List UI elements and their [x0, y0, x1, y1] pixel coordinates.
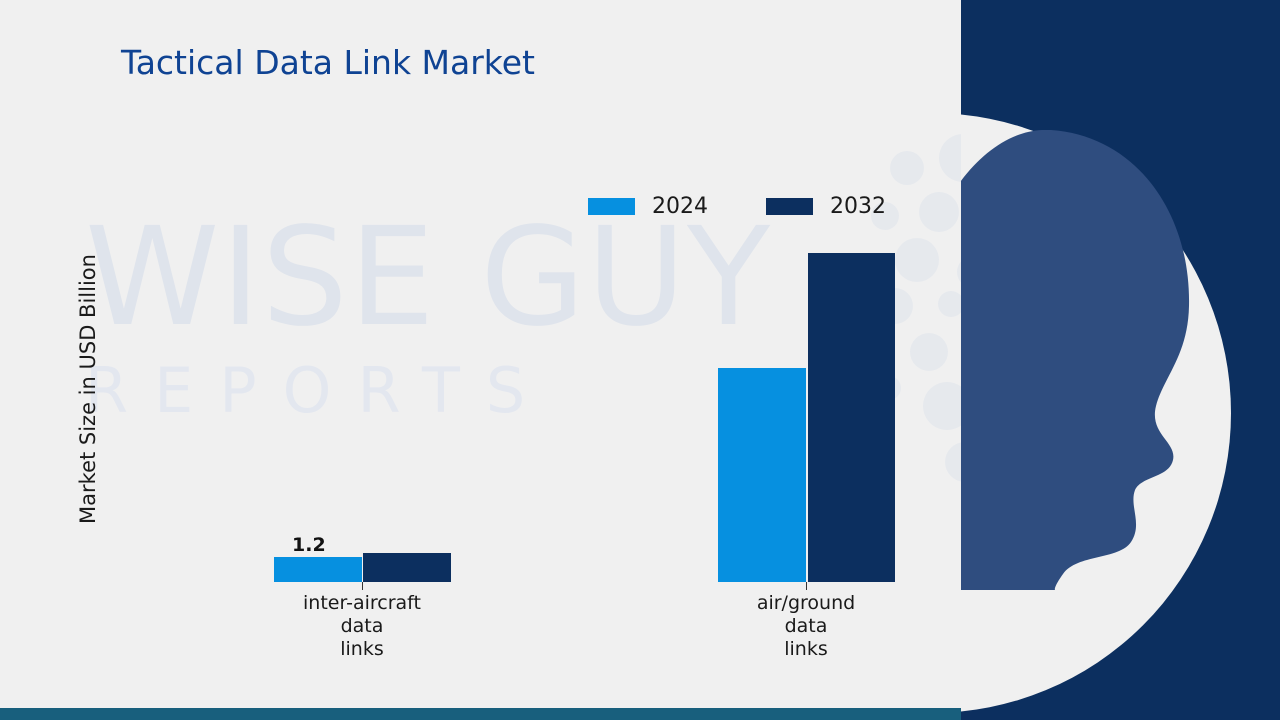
brand-head-silhouette-icon: [961, 130, 1190, 590]
y-axis-label: Market Size in USD Billion: [76, 254, 100, 524]
chart-title: Tactical Data Link Market: [121, 43, 535, 82]
bar-2032-inter-aircraft: [363, 553, 451, 582]
legend-item-2032[interactable]: 2032: [766, 194, 886, 219]
category-label-line-1: inter-aircraft: [303, 592, 421, 614]
legend-swatch-2024: [588, 198, 635, 215]
category-label-line-1: air/ground: [756, 592, 856, 614]
legend-item-2024[interactable]: 2024: [588, 194, 708, 219]
legend-label-2024: 2024: [652, 194, 708, 219]
legend-swatch-2032: [766, 198, 813, 215]
category-label-line-3: links: [784, 638, 828, 660]
bar-value-label-1: 1.2: [292, 534, 326, 556]
bar-2032-air-ground: [808, 253, 895, 582]
watermark-main: WISE GUY: [85, 199, 772, 357]
legend-label-2032: 2032: [830, 194, 886, 219]
plot-area: 1.2 inter-aircraft data links air/ground…: [262, 253, 906, 661]
category-label-line-2: data: [784, 615, 828, 637]
watermark-sub: REPORTS: [85, 354, 552, 427]
x-axis-tick-1: [362, 582, 363, 590]
category-label-inter-aircraft: inter-aircraft data links: [262, 592, 462, 661]
bottom-accent-bar: [0, 708, 961, 720]
category-label-air-ground: air/ground data links: [706, 592, 906, 661]
bar-2024-air-ground: [718, 368, 806, 582]
category-label-line-3: links: [340, 638, 384, 660]
category-label-line-2: data: [340, 615, 384, 637]
x-axis-tick-2: [806, 582, 807, 590]
bar-2024-inter-aircraft: [274, 557, 362, 582]
chart-legend: 2024 2032: [588, 194, 886, 219]
watermark: WISE GUY REPORTS: [85, 210, 875, 470]
